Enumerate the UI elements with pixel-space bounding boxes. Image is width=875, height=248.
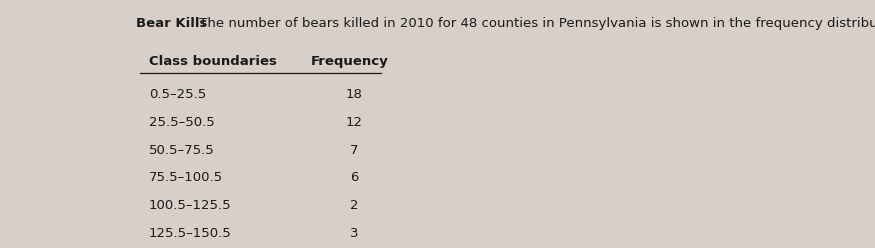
Text: 0.5–25.5: 0.5–25.5 — [149, 88, 206, 101]
Text: Class boundaries: Class boundaries — [149, 55, 276, 67]
Text: 6: 6 — [350, 171, 359, 184]
Text: 125.5–150.5: 125.5–150.5 — [149, 227, 232, 240]
Text: 2: 2 — [350, 199, 359, 212]
Text: 7: 7 — [350, 144, 359, 156]
Text: Bear Kills: Bear Kills — [136, 17, 207, 30]
Text: 3: 3 — [350, 227, 359, 240]
Text: 25.5–50.5: 25.5–50.5 — [149, 116, 214, 129]
Text: 75.5–100.5: 75.5–100.5 — [149, 171, 223, 184]
Text: The number of bears killed in 2010 for 48 counties in Pennsylvania is shown in t: The number of bears killed in 2010 for 4… — [195, 17, 875, 30]
Text: 100.5–125.5: 100.5–125.5 — [149, 199, 231, 212]
Text: 12: 12 — [346, 116, 363, 129]
Text: 50.5–75.5: 50.5–75.5 — [149, 144, 214, 156]
Text: 18: 18 — [346, 88, 363, 101]
Text: Frequency: Frequency — [311, 55, 388, 67]
